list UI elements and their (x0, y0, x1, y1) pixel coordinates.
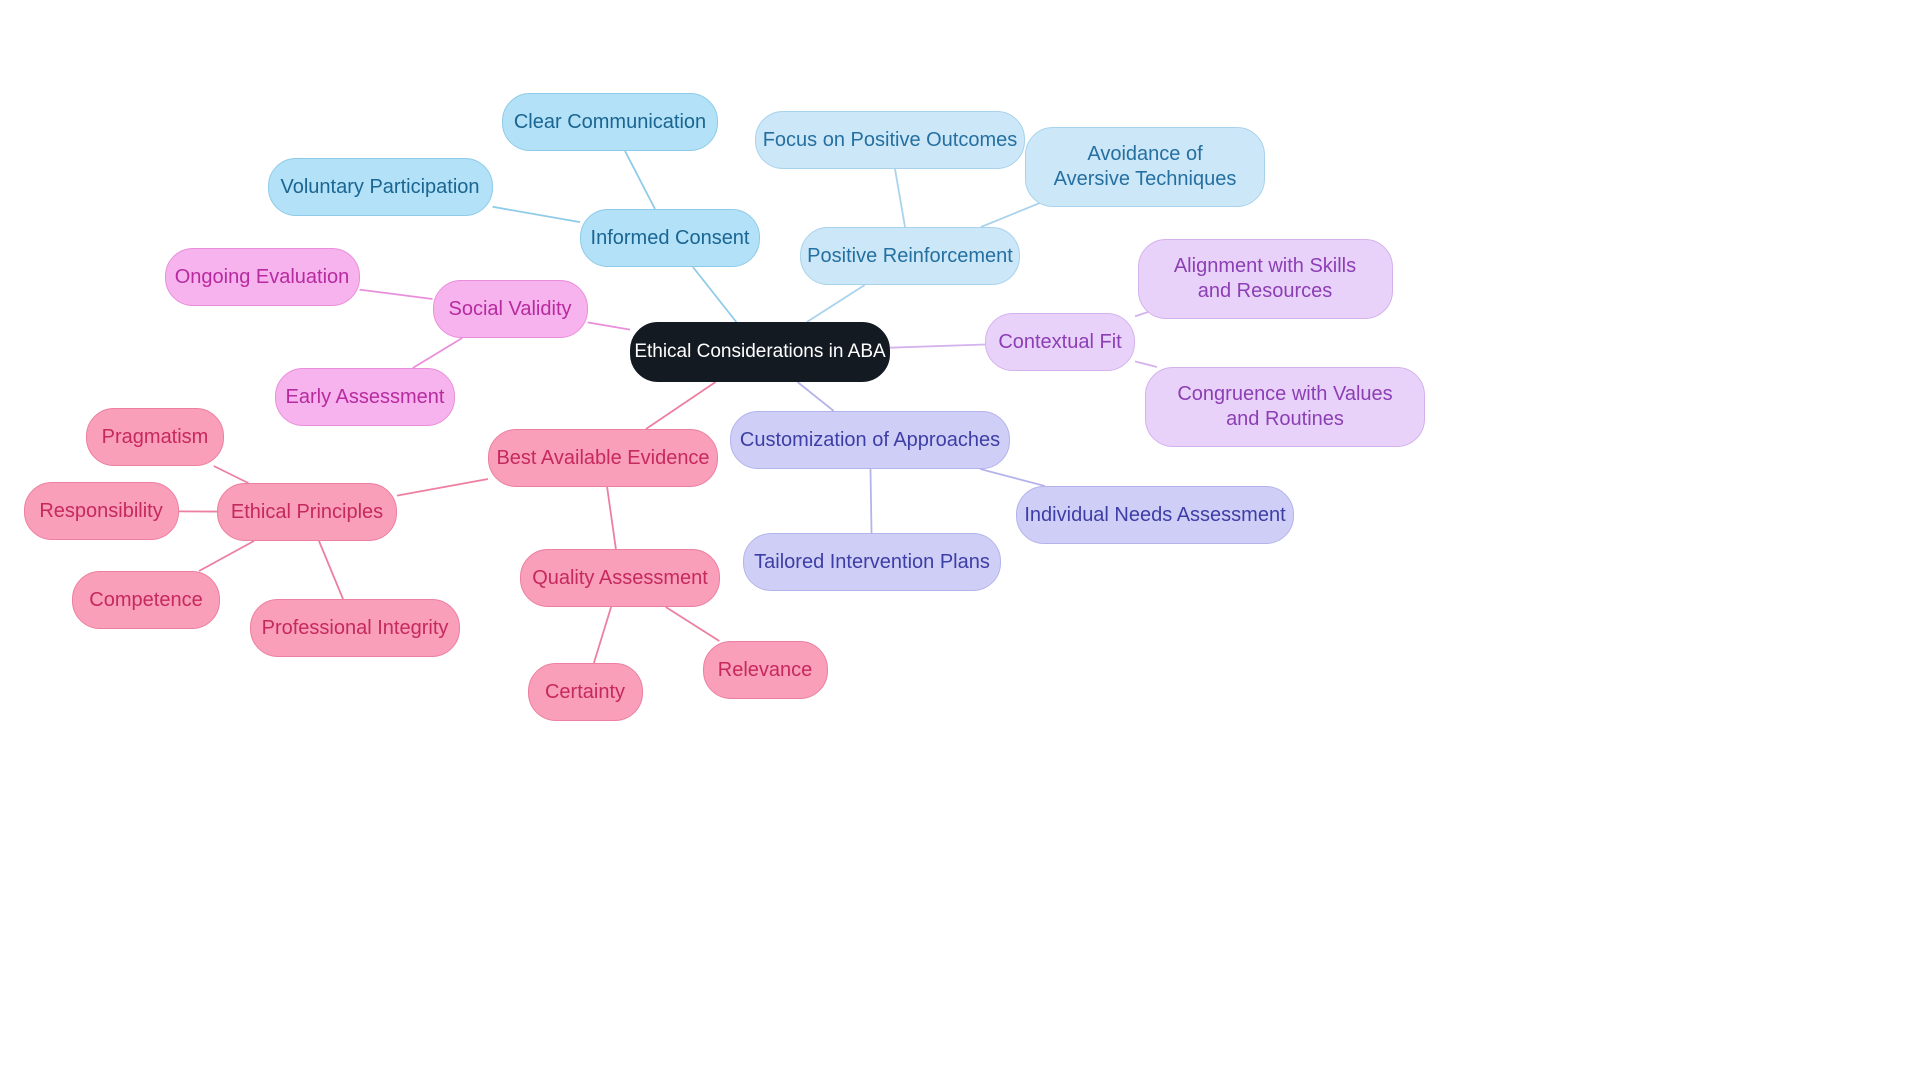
edge-ethical-competence (199, 541, 254, 571)
node-positive: Positive Reinforcement (800, 227, 1020, 285)
edge-custom-individual (980, 469, 1045, 486)
mindmap-diagram: Ethical Considerations in ABA Informed Co… (0, 0, 1920, 1083)
edge-social-early (413, 338, 462, 368)
edge-ethical-professional (319, 541, 343, 599)
node-evidence: Best Available Evidence (488, 429, 718, 487)
edge-root-custom (798, 382, 834, 411)
node-voluntary: Voluntary Participation (268, 158, 493, 216)
node-competence: Competence (72, 571, 220, 629)
node-responsibility: Responsibility (24, 482, 179, 540)
node-alignment: Alignment with Skills and Resources (1138, 239, 1393, 319)
node-relevance: Relevance (703, 641, 828, 699)
node-professional: Professional Integrity (250, 599, 460, 657)
edge-informed-voluntary (493, 207, 581, 222)
node-social: Social Validity (433, 280, 588, 338)
node-tailored: Tailored Intervention Plans (743, 533, 1001, 591)
node-root: Ethical Considerations in ABA (630, 322, 890, 382)
edge-evidence-ethical (397, 479, 488, 496)
edge-evidence-quality (607, 487, 616, 549)
node-informed: Informed Consent (580, 209, 760, 267)
edge-custom-tailored (870, 469, 871, 533)
edge-root-informed (693, 267, 736, 322)
edge-quality-certainty (594, 607, 611, 663)
node-pragmatism: Pragmatism (86, 408, 224, 466)
edge-positive-focus (895, 169, 905, 227)
node-early: Early Assessment (275, 368, 455, 426)
edge-ethical-pragmatism (214, 466, 248, 483)
node-focus: Focus on Positive Outcomes (755, 111, 1025, 169)
edge-root-positive (807, 285, 865, 322)
node-quality: Quality Assessment (520, 549, 720, 607)
node-context: Contextual Fit (985, 313, 1135, 371)
edge-root-social (588, 322, 631, 329)
node-avoidance: Avoidance of Aversive Techniques (1025, 127, 1265, 207)
edge-quality-relevance (666, 607, 720, 641)
node-individual: Individual Needs Assessment (1016, 486, 1294, 544)
edge-root-context (890, 345, 985, 348)
edge-context-congruence (1135, 361, 1157, 367)
node-certainty: Certainty (528, 663, 643, 721)
edge-social-ongoing (360, 290, 433, 299)
node-custom: Customization of Approaches (730, 411, 1010, 469)
edge-informed-clearcomm (625, 151, 655, 209)
node-clearcomm: Clear Communication (502, 93, 718, 151)
node-ethical: Ethical Principles (217, 483, 397, 541)
edge-root-evidence (646, 382, 716, 429)
node-ongoing: Ongoing Evaluation (165, 248, 360, 306)
node-congruence: Congruence with Values and Routines (1145, 367, 1425, 447)
